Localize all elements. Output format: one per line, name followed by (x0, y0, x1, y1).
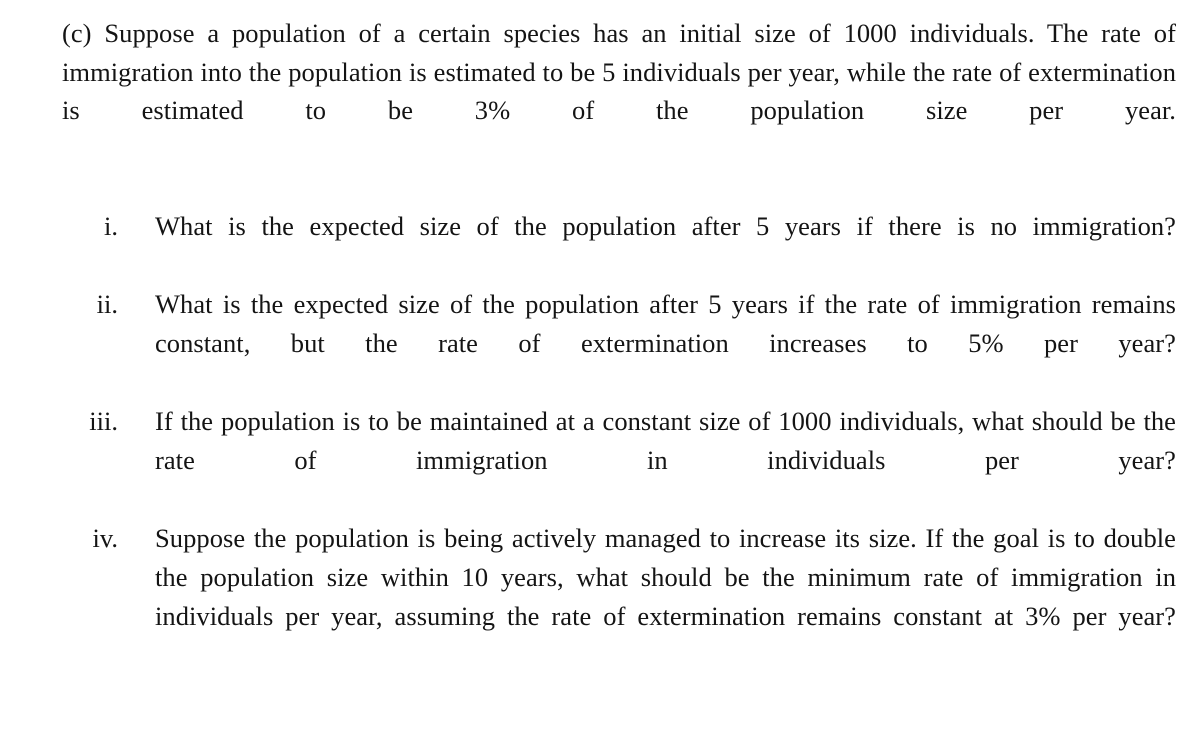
list-item-numeral: i. (104, 211, 118, 241)
list-item: ii. What is the expected size of the pop… (62, 285, 1176, 402)
list-item: iii. If the population is to be maintain… (62, 402, 1176, 519)
list-item: i. What is the expected size of the popu… (62, 207, 1176, 285)
list-item-text: If the population is to be maintained at… (155, 406, 1176, 475)
list-item: iv. Suppose the population is being acti… (62, 519, 1176, 675)
document-content: (c) Suppose a population of a certain sp… (62, 14, 1176, 675)
question-list: i. What is the expected size of the popu… (62, 207, 1176, 675)
list-item-text: What is the expected size of the populat… (155, 211, 1176, 241)
list-item-text: Suppose the population is being actively… (155, 523, 1176, 631)
list-item-numeral: iv. (92, 523, 118, 553)
list-item-text: What is the expected size of the populat… (155, 289, 1176, 358)
intro-paragraph: (c) Suppose a population of a certain sp… (62, 18, 1176, 125)
list-item-numeral: iii. (89, 406, 118, 436)
list-item-numeral: ii. (96, 289, 118, 319)
